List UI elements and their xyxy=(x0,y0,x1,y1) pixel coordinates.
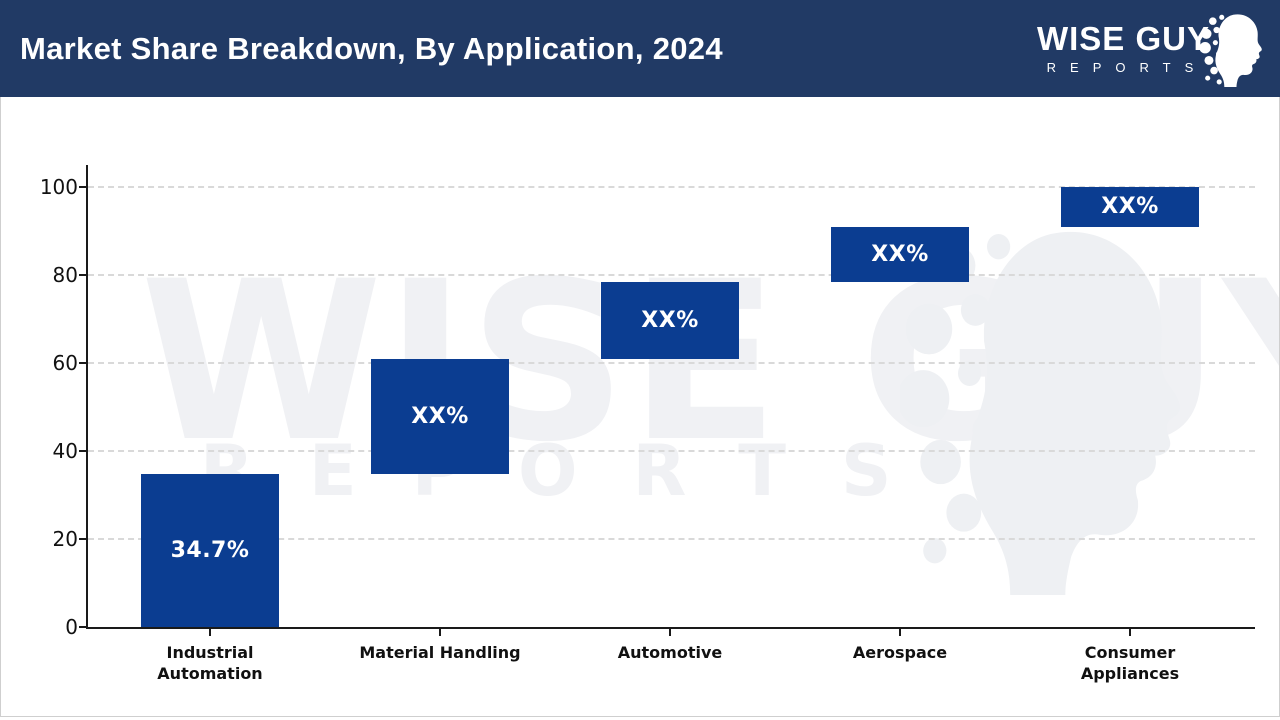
bar-value-label: XX% xyxy=(871,242,929,268)
page-border-left xyxy=(0,97,1,716)
bar-value-label: 34.7% xyxy=(170,538,250,564)
x-axis-label-automotive: Automotive xyxy=(617,643,723,662)
header-bar: Market Share Breakdown, By Application, … xyxy=(0,0,1280,97)
y-tick-label: 0 xyxy=(65,615,78,639)
bar-value-label: XX% xyxy=(411,403,469,429)
y-axis-line xyxy=(86,165,88,629)
bar-value-label: XX% xyxy=(1101,194,1159,220)
y-tick-mark xyxy=(79,450,87,452)
bar-industrial-automation: 34.7% xyxy=(141,474,279,627)
gridline-100 xyxy=(88,186,1255,188)
y-tick-label: 60 xyxy=(52,351,78,375)
x-axis-label-consumer-appliances: Consumer Appliances xyxy=(1080,643,1180,683)
x-axis-label-material-handling: Material Handling xyxy=(359,643,521,662)
y-tick-mark xyxy=(79,538,87,540)
x-tick-mark xyxy=(439,629,441,636)
logo-wordmark: WISE GUY REPORTS xyxy=(1037,22,1210,75)
logo-subtitle-text: REPORTS xyxy=(1046,59,1208,75)
watermark-head-icon xyxy=(900,231,1180,595)
gridline-20 xyxy=(88,538,1255,540)
x-axis-line xyxy=(86,627,1255,629)
logo-head-icon xyxy=(1200,13,1262,87)
bar-consumer-appliances: XX% xyxy=(1061,187,1199,227)
page-border-bottom xyxy=(0,716,1280,717)
y-tick-mark xyxy=(79,626,87,628)
gridline-80 xyxy=(88,274,1255,276)
watermark-subtitle: REPORTS xyxy=(200,430,947,512)
y-tick-label: 20 xyxy=(52,527,78,551)
bar-material-handling: XX% xyxy=(371,358,509,475)
logo: WISE GUY REPORTS xyxy=(1037,11,1264,87)
x-tick-mark xyxy=(899,629,901,636)
y-tick-label: 100 xyxy=(39,175,78,199)
x-axis-label-industrial-automation: Industrial Automation xyxy=(157,643,263,683)
x-tick-mark xyxy=(1129,629,1131,636)
y-tick-label: 40 xyxy=(52,439,78,463)
x-tick-mark xyxy=(209,629,211,636)
gridline-40 xyxy=(88,450,1255,452)
gridline-60 xyxy=(88,362,1255,364)
bar-automotive: XX% xyxy=(601,282,739,359)
y-tick-mark xyxy=(79,362,87,364)
y-tick-mark xyxy=(79,186,87,188)
bar-aerospace: XX% xyxy=(831,226,969,283)
logo-wordmark-text: WISE GUY xyxy=(1036,20,1210,58)
y-tick-mark xyxy=(79,274,87,276)
x-tick-mark xyxy=(669,629,671,636)
bar-value-label: XX% xyxy=(641,308,699,334)
page-title: Market Share Breakdown, By Application, … xyxy=(20,30,723,66)
x-axis-label-aerospace: Aerospace xyxy=(852,643,948,662)
y-tick-label: 80 xyxy=(52,263,78,287)
